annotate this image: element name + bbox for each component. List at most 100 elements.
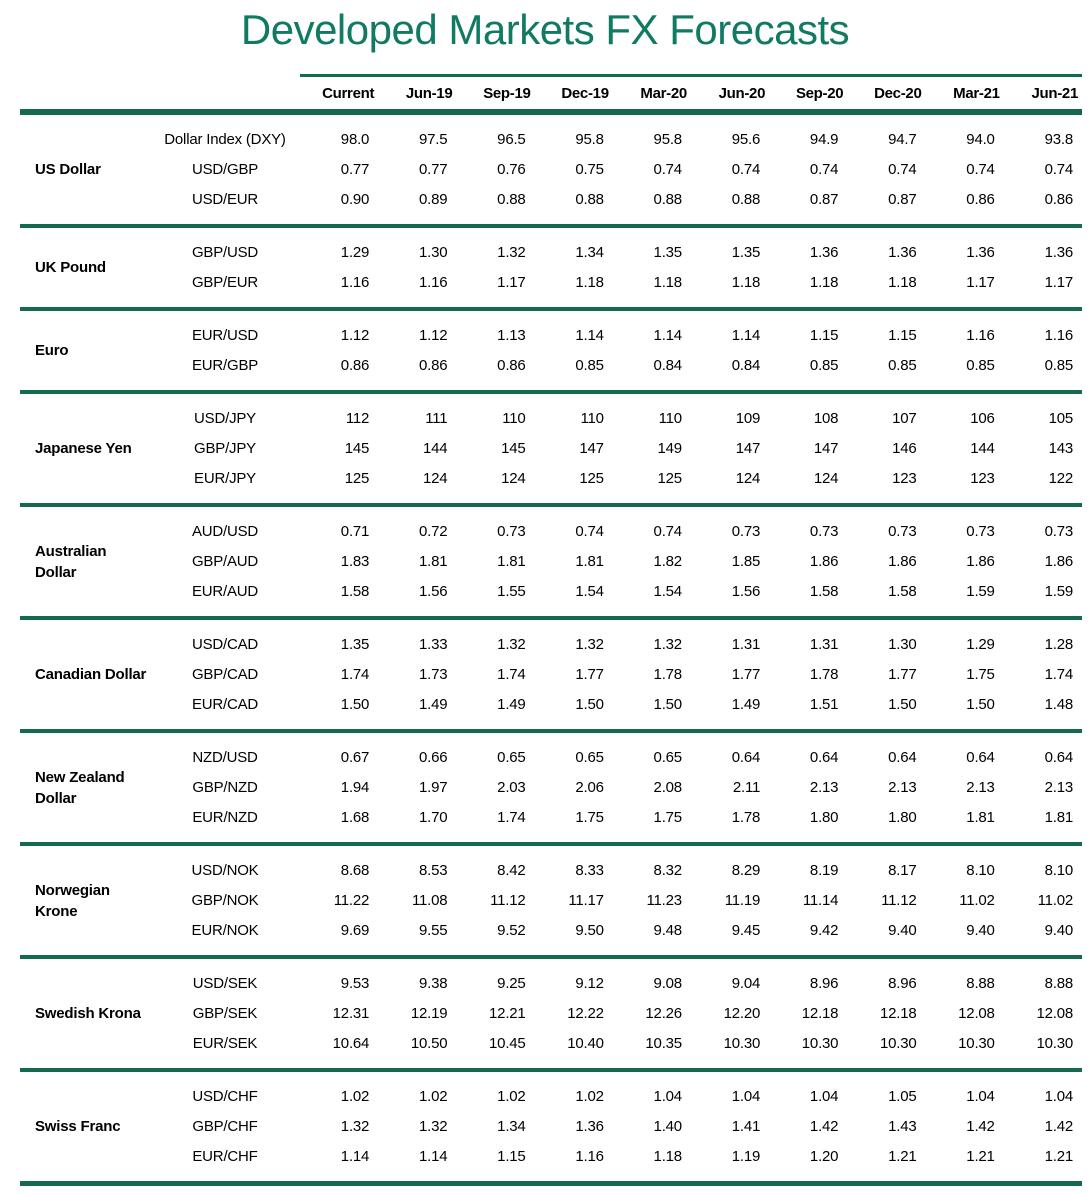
value-cell: 1.74 <box>1044 666 1074 683</box>
value-cell: 1.04 <box>925 1068 1004 1112</box>
pair-label: GBP/USD <box>150 224 301 268</box>
value-cell: 1.04 <box>1003 1068 1082 1112</box>
pair-label: EUR/GBP <box>191 357 259 374</box>
pair-label: AUD/USD <box>150 503 301 547</box>
value-cell: 1.34 <box>497 1118 526 1135</box>
value-cell: 0.84 <box>731 357 761 374</box>
column-header-jun-21: Jun-21 <box>1003 74 1082 115</box>
table-row: GBP/NZD 1.94 1.97 2.03 2.06 2.08 2.11 2.13 2.13 2… <box>20 773 1082 803</box>
value-cell: 1.86 <box>809 553 839 570</box>
value-cell: 1.14 <box>612 307 691 351</box>
value-cell: 1.18 <box>888 274 917 291</box>
value-cell: 1.78 <box>809 666 839 683</box>
value-cell: 8.68 <box>300 842 379 886</box>
pair-label: NZD/USD <box>150 729 301 773</box>
value-cell: 0.87 <box>888 191 917 208</box>
value-cell: 8.42 <box>456 842 535 886</box>
value-cell: 1.15 <box>847 307 926 351</box>
pair-label: EUR/NOK <box>191 922 259 939</box>
value-cell: 93.8 <box>1003 110 1082 155</box>
value-cell: 9.40 <box>1044 922 1074 939</box>
pair-label: USD/CHF <box>150 1068 301 1112</box>
group-label: Norwegian Krone <box>20 842 150 957</box>
value-cell: 1.68 <box>340 809 370 826</box>
value-cell: 1.50 <box>966 696 995 713</box>
value-cell: 9.40 <box>888 922 917 939</box>
value-cell: 1.17 <box>497 274 526 291</box>
column-header-current: Current <box>300 74 379 115</box>
table-row: USD/EUR 0.90 0.89 0.88 0.88 0.88 0.88 0.87 0.87 0… <box>20 185 1082 226</box>
value-cell: 1.51 <box>809 696 839 713</box>
value-cell: 1.13 <box>456 307 535 351</box>
value-cell: 9.42 <box>809 922 839 939</box>
value-cell: 1.14 <box>690 307 770 351</box>
value-cell: 1.16 <box>1003 307 1082 351</box>
value-cell: 0.73 <box>769 503 848 547</box>
value-cell: 1.56 <box>731 583 761 600</box>
value-cell: 1.77 <box>888 666 917 683</box>
value-cell: 1.48 <box>1044 696 1074 713</box>
value-cell: 0.71 <box>300 503 379 547</box>
value-cell: 2.08 <box>653 779 683 796</box>
value-cell: 1.31 <box>690 616 770 660</box>
pair-label: EUR/CHF <box>150 1142 301 1186</box>
value-cell: 0.88 <box>653 191 683 208</box>
pair-label: GBP/CAD <box>191 666 259 683</box>
value-cell: 1.02 <box>534 1068 613 1112</box>
table-row: EUR/JPY 125 124 124 125 125 124 124 123 123 122 <box>20 464 1082 505</box>
table-row: GBP/SEK 12.31 12.19 12.21 12.22 12.26 12.20 12.… <box>20 999 1082 1029</box>
value-cell: 1.85 <box>731 553 761 570</box>
value-cell: 9.40 <box>966 922 995 939</box>
value-cell: 1.18 <box>575 274 604 291</box>
value-cell: 1.50 <box>888 696 917 713</box>
value-cell: 0.89 <box>418 191 448 208</box>
value-cell: 107 <box>847 390 926 434</box>
value-cell: 1.04 <box>769 1068 848 1112</box>
value-cell: 95.8 <box>612 110 691 155</box>
value-cell: 12.22 <box>567 1005 604 1022</box>
value-cell: 8.96 <box>847 955 926 999</box>
value-cell: 1.33 <box>378 616 457 660</box>
value-cell: 0.74 <box>534 503 613 547</box>
value-cell: 94.7 <box>847 110 926 155</box>
value-cell: 12.19 <box>410 1005 448 1022</box>
value-cell: 123 <box>970 470 995 487</box>
value-cell: 149 <box>657 440 683 457</box>
pair-label: Dollar Index (DXY) <box>150 110 301 155</box>
pair-label: USD/SEK <box>150 955 301 999</box>
value-cell: 9.69 <box>340 922 370 939</box>
pair-label: USD/NOK <box>150 842 301 886</box>
value-cell: 1.14 <box>378 1142 457 1186</box>
value-cell: 1.29 <box>300 224 379 268</box>
pair-label: USD/GBP <box>191 161 259 178</box>
value-cell: 10.30 <box>723 1035 761 1052</box>
value-cell: 0.85 <box>809 357 839 374</box>
value-cell: 97.5 <box>378 110 457 155</box>
value-cell: 0.86 <box>340 357 370 374</box>
value-cell: 112 <box>300 390 379 434</box>
value-cell: 1.80 <box>809 809 839 826</box>
value-cell: 0.64 <box>769 729 848 773</box>
pair-label: GBP/NZD <box>192 779 258 796</box>
value-cell: 95.8 <box>534 110 613 155</box>
table-row: EUR/GBP 0.86 0.86 0.86 0.85 0.84 0.84 0.85 0.85 0… <box>20 351 1082 392</box>
value-cell: 147 <box>735 440 761 457</box>
value-cell: 2.13 <box>888 779 917 796</box>
value-cell: 12.18 <box>801 1005 839 1022</box>
value-cell: 1.17 <box>1044 274 1074 291</box>
table-row: GBP/CAD 1.74 1.73 1.74 1.77 1.78 1.77 1.78 1.77 1… <box>20 660 1082 690</box>
value-cell: 94.9 <box>769 110 848 155</box>
value-cell: 1.81 <box>497 553 526 570</box>
value-cell: 1.74 <box>497 809 526 826</box>
value-cell: 1.36 <box>575 1118 604 1135</box>
column-header-dec-20: Dec-20 <box>847 74 926 115</box>
value-cell: 9.50 <box>575 922 604 939</box>
value-cell: 2.03 <box>497 779 526 796</box>
group-label: New Zealand Dollar <box>20 729 150 844</box>
table-row: Euro EUR/USD 1.12 1.12 1.13 1.14 1.14 1.14 1.15 1… <box>20 307 1082 392</box>
value-cell: 0.88 <box>575 191 604 208</box>
value-cell: 124 <box>735 470 761 487</box>
value-cell: 9.52 <box>497 922 526 939</box>
value-cell: 0.74 <box>653 161 683 178</box>
value-cell: 108 <box>769 390 848 434</box>
